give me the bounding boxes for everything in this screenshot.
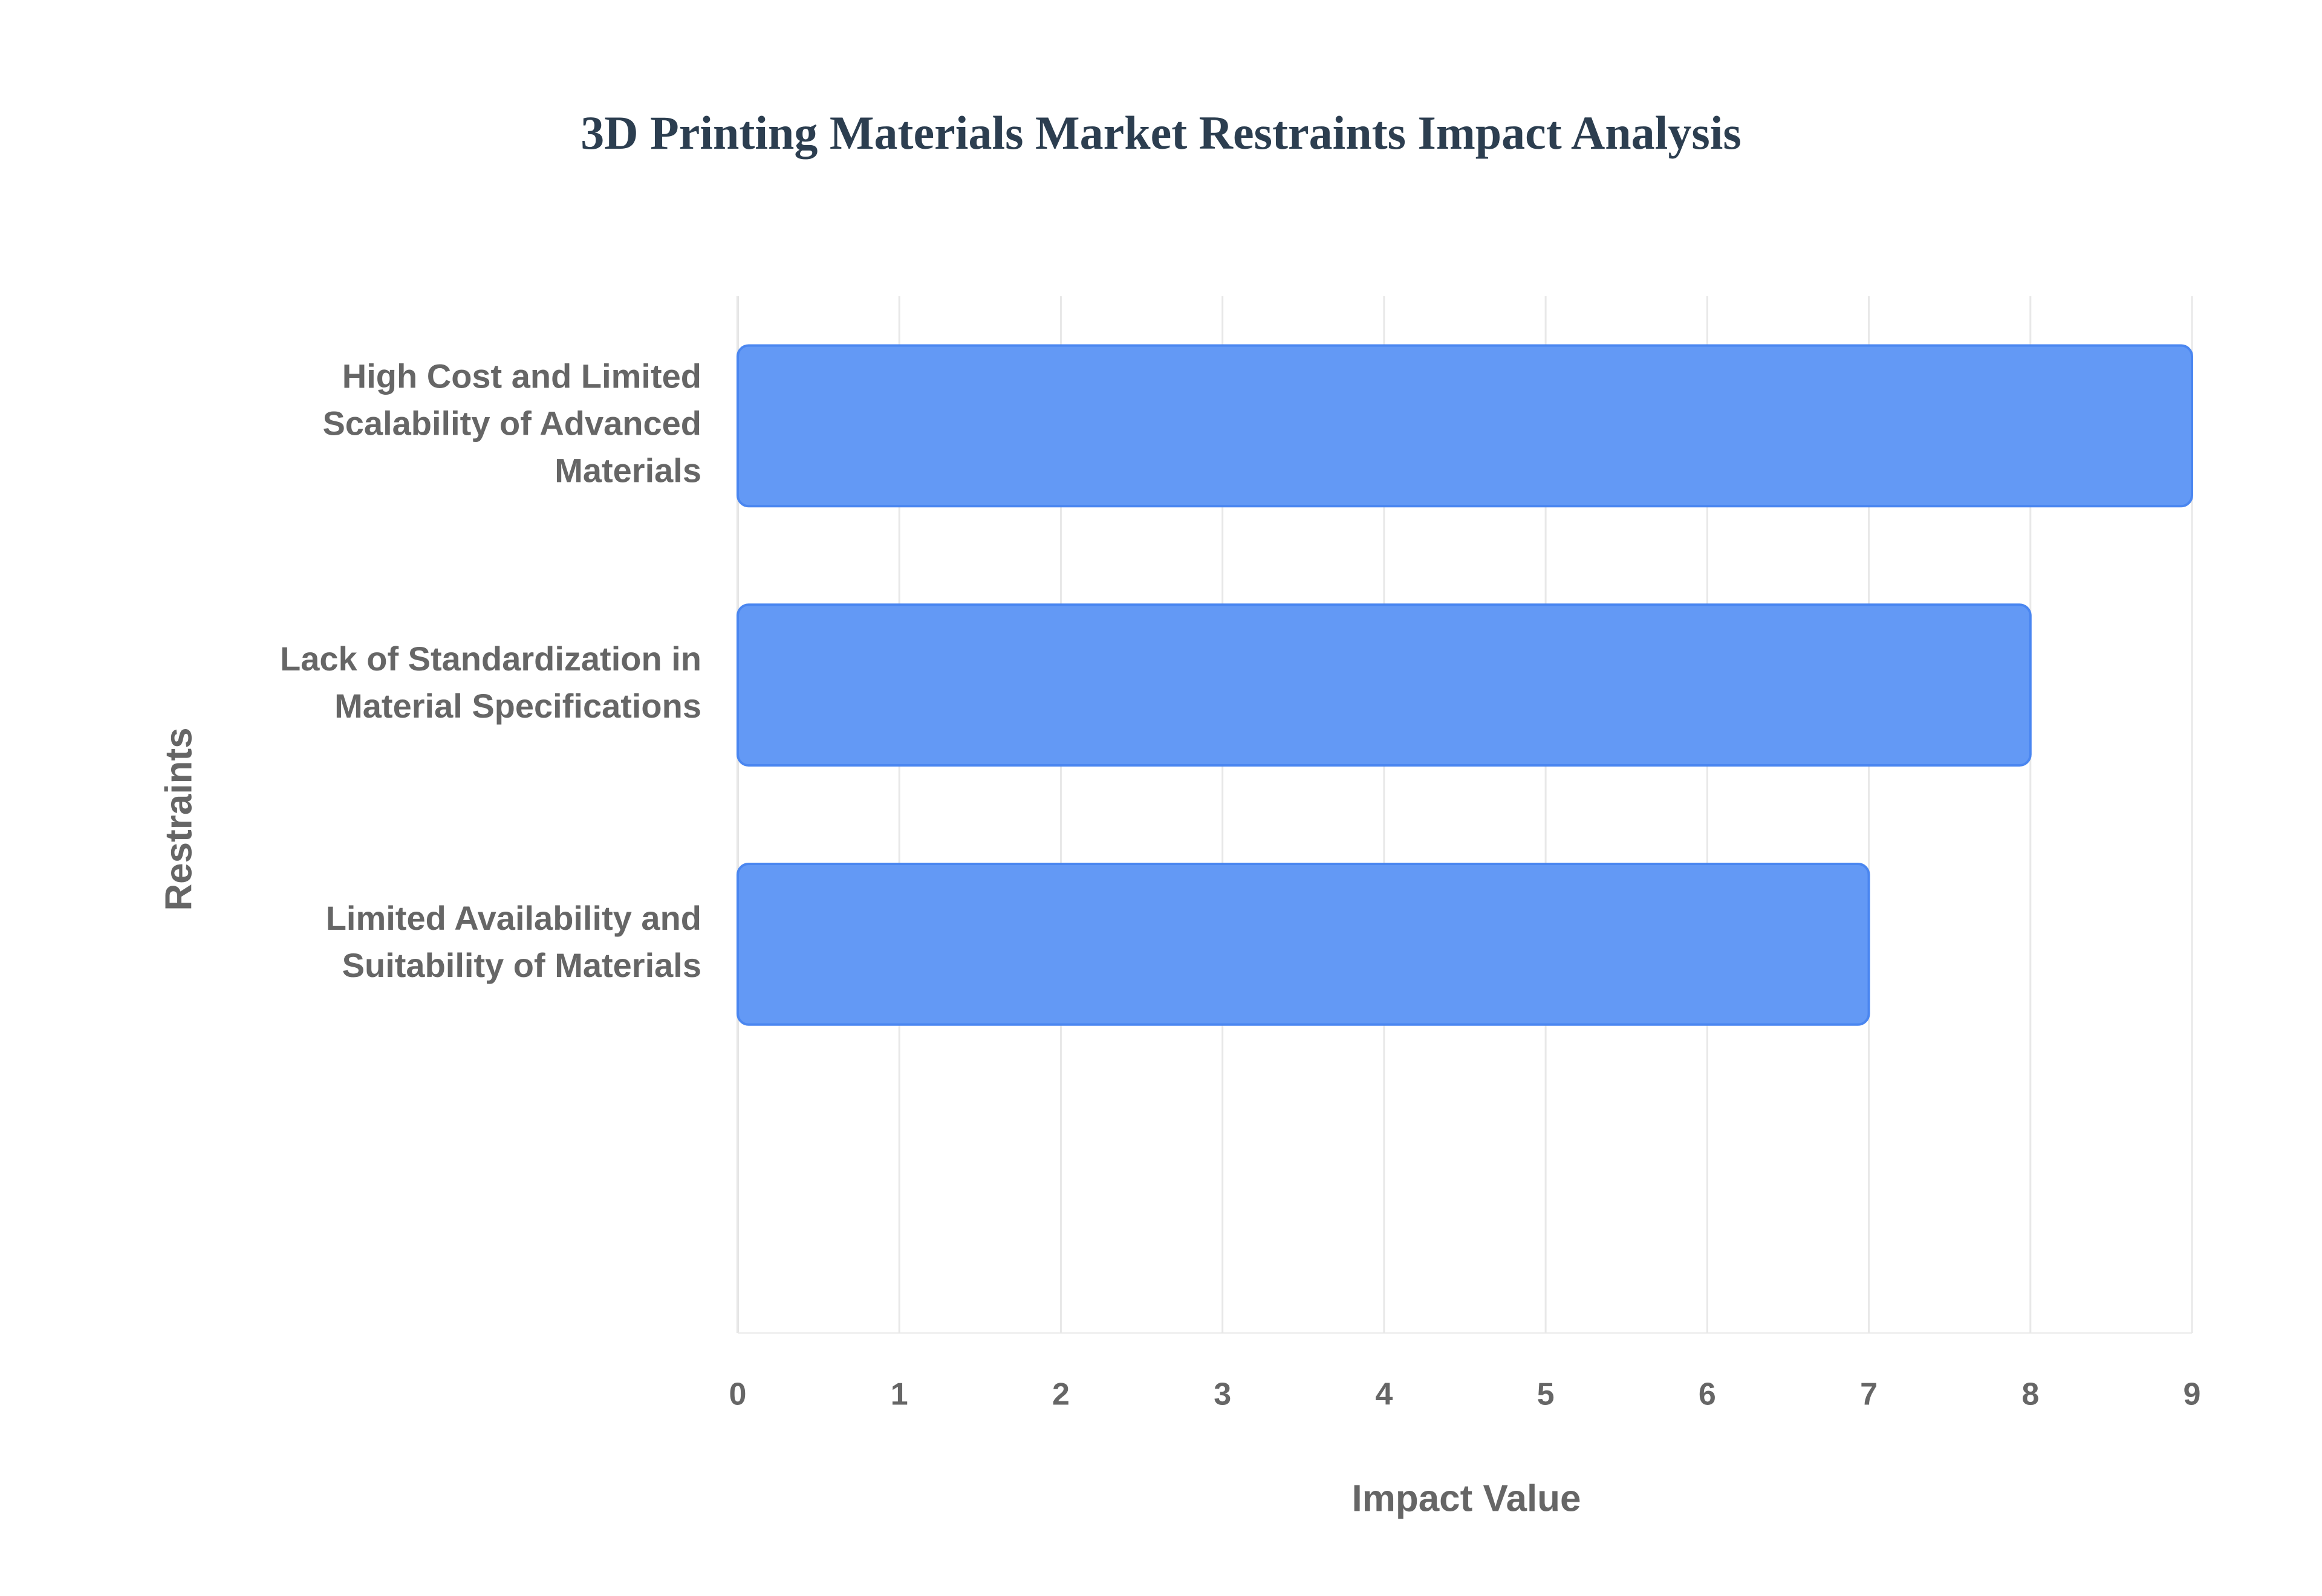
- chart-title: 3D Printing Materials Market Restraints …: [580, 106, 1741, 159]
- x-tick-label: 1: [891, 1377, 908, 1412]
- y-axis-title: Restraints: [158, 727, 200, 910]
- x-tick-label: 3: [1214, 1377, 1231, 1412]
- bar: [737, 862, 1870, 1026]
- x-tick-label: 4: [1375, 1377, 1393, 1412]
- y-tick-label: Lack of Standardization in Material Speci…: [280, 640, 701, 725]
- x-tick-label: 2: [1052, 1377, 1070, 1412]
- x-tick-label: 8: [2021, 1377, 2039, 1412]
- bar: [737, 344, 2193, 508]
- x-axis-title: Impact Value: [1351, 1478, 1581, 1519]
- x-tick-label: 0: [729, 1377, 747, 1412]
- x-tick-label: 9: [2184, 1377, 2201, 1412]
- y-tick-label: Limited Availability and Suitability of M…: [326, 899, 701, 984]
- x-tick-label: 5: [1537, 1377, 1555, 1412]
- x-tick-label: 6: [1699, 1377, 1716, 1412]
- y-tick-label: High Cost and Limited Scalability of Adva…: [322, 357, 701, 489]
- bar: [737, 603, 2032, 767]
- x-tick-label: 7: [1860, 1377, 1878, 1412]
